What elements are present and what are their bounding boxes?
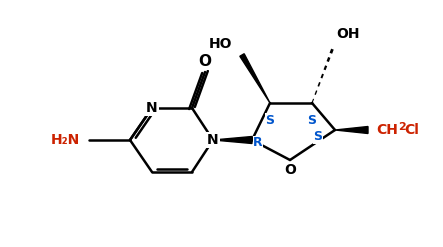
- Text: N: N: [146, 101, 158, 115]
- Text: O: O: [284, 163, 296, 177]
- Text: R: R: [253, 137, 263, 149]
- Text: H₂N: H₂N: [51, 133, 80, 147]
- Text: S: S: [265, 114, 275, 126]
- Text: OH: OH: [336, 27, 360, 41]
- Text: Cl: Cl: [404, 123, 419, 137]
- Text: CH: CH: [376, 123, 398, 137]
- Text: HO: HO: [209, 37, 232, 51]
- Text: 2: 2: [398, 122, 406, 132]
- Text: S: S: [307, 114, 316, 126]
- Text: S: S: [314, 130, 323, 144]
- Text: N: N: [207, 133, 219, 147]
- Polygon shape: [240, 54, 270, 103]
- Text: O: O: [198, 55, 211, 69]
- Polygon shape: [213, 137, 252, 144]
- Polygon shape: [335, 126, 368, 133]
